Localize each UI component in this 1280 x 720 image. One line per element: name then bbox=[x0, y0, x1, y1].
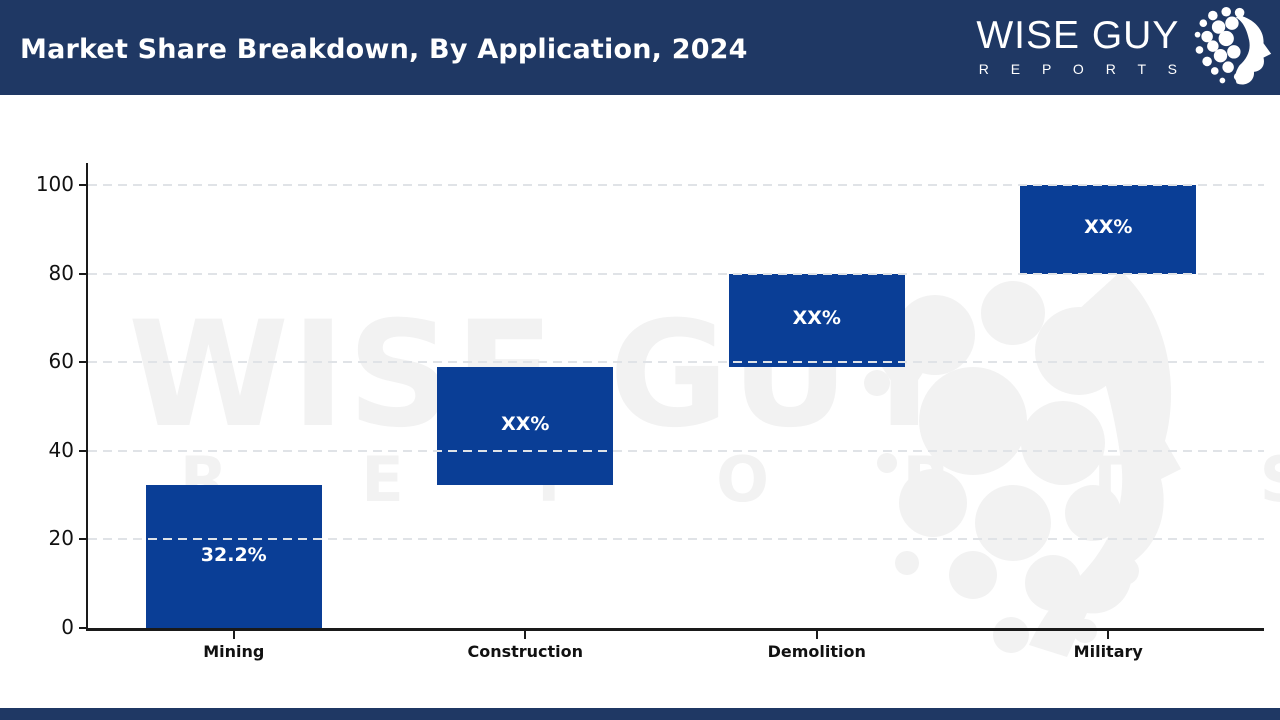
bar-value-label-construction: XX% bbox=[501, 412, 550, 435]
y-tick-label-60: 60 bbox=[48, 349, 74, 374]
logo-head-icon bbox=[1194, 6, 1272, 85]
bar-value-label-mining: 32.2% bbox=[200, 543, 267, 566]
bar-demolition bbox=[728, 273, 905, 367]
x-tick-military bbox=[1107, 630, 1110, 639]
y-tick-100 bbox=[79, 184, 88, 186]
y-tick-80 bbox=[79, 272, 88, 275]
y-axis-line bbox=[85, 163, 88, 631]
bar-construction bbox=[437, 366, 614, 486]
logo-wordmark-group: WISE GUY R E P O R T S bbox=[970, 14, 1186, 78]
y-tick-60 bbox=[79, 361, 88, 364]
x-axis-label-demolition: Demolition bbox=[767, 642, 866, 661]
header-bar: Market Share Breakdown, By Application, … bbox=[0, 0, 1280, 95]
x-axis-label-military: Military bbox=[1073, 642, 1143, 661]
y-tick-label-20: 20 bbox=[48, 526, 74, 551]
gridline-40 bbox=[88, 449, 1264, 452]
chart-area: WISE GUY R E P O R T S 0 20 40 60 80 100 32.2%… bbox=[0, 95, 1280, 708]
y-tick-label-40: 40 bbox=[48, 437, 74, 462]
y-tick-label-0: 0 bbox=[61, 615, 74, 639]
brand-logo: WISE GUY R E P O R T S bbox=[976, 4, 1274, 92]
bar-military bbox=[1020, 185, 1197, 274]
bar-value-label-military: XX% bbox=[1084, 216, 1133, 239]
gridline-60 bbox=[88, 361, 1264, 364]
gridline-100 bbox=[88, 184, 1264, 186]
logo-sub-wordmark: R E P O R T S bbox=[978, 61, 1186, 77]
y-tick-40 bbox=[79, 449, 88, 452]
page-title: Market Share Breakdown, By Application, … bbox=[20, 34, 748, 65]
x-tick-construction bbox=[524, 630, 527, 639]
y-tick-label-80: 80 bbox=[48, 260, 74, 285]
watermark-head-icon bbox=[850, 271, 1181, 657]
bar-value-label-demolition: XX% bbox=[792, 307, 841, 330]
y-tick-20 bbox=[79, 538, 88, 541]
gridline-80 bbox=[88, 272, 1264, 275]
y-tick-0 bbox=[79, 627, 88, 629]
logo-wordmark: WISE GUY bbox=[976, 14, 1180, 57]
bar-mining bbox=[145, 485, 322, 628]
y-tick-label-100: 100 bbox=[35, 172, 74, 196]
footer-bar bbox=[0, 708, 1280, 720]
x-axis-label-mining: Mining bbox=[203, 642, 265, 661]
x-tick-mining bbox=[232, 630, 235, 639]
x-axis-label-construction: Construction bbox=[467, 642, 584, 661]
x-tick-demolition bbox=[815, 630, 818, 639]
x-axis-line bbox=[85, 628, 1264, 631]
gridline-20 bbox=[88, 538, 1264, 541]
